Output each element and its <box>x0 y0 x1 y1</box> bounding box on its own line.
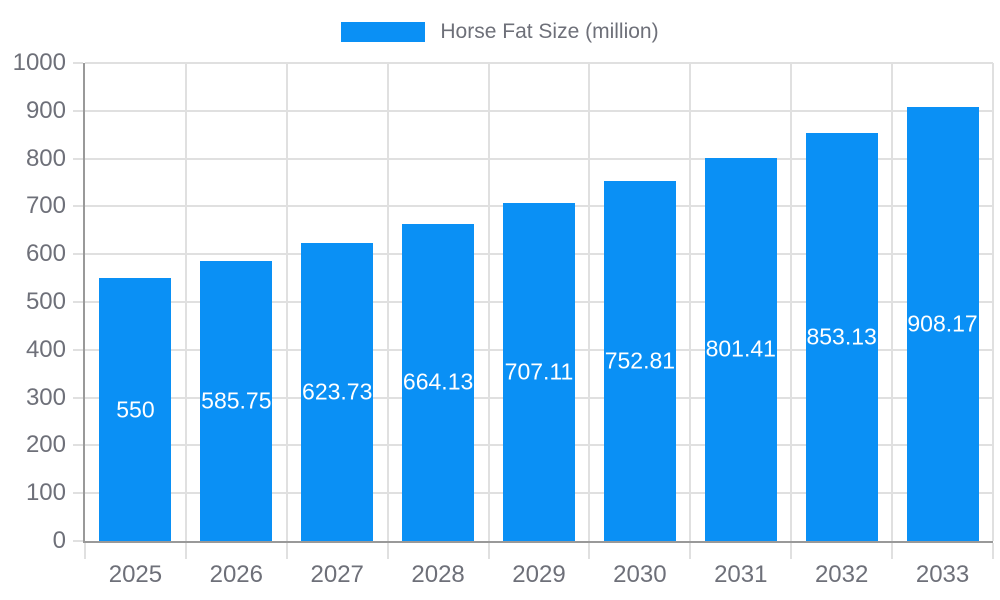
gridline-vertical <box>790 63 793 541</box>
y-axis-tick-mark <box>73 348 83 351</box>
bar-value-label: 623.73 <box>302 378 373 405</box>
x-axis-tick-label: 2030 <box>613 561 667 588</box>
x-axis-tick-mark <box>790 543 793 559</box>
y-axis-tick-mark <box>73 253 83 256</box>
y-axis-tick-mark <box>73 62 83 64</box>
x-axis-tick-mark <box>184 543 187 559</box>
x-axis-tick-mark <box>386 543 389 559</box>
bar[interactable]: 752.81 <box>603 181 676 541</box>
gridline-horizontal <box>85 157 993 160</box>
bar[interactable]: 550 <box>99 278 172 541</box>
y-axis-tick-label: 800 <box>25 144 66 172</box>
y-axis-tick-label: 100 <box>25 479 66 507</box>
x-axis-tick-mark <box>891 543 894 559</box>
bar[interactable]: 707.11 <box>503 203 575 541</box>
x-axis-tick-label: 2032 <box>814 561 869 588</box>
plot-area: 550 585.75 623.73 664.13 707.11 752.81 801.41 8… <box>83 62 994 543</box>
bar[interactable]: 585.75 <box>200 261 273 541</box>
bar[interactable]: 801.41 <box>704 157 777 541</box>
y-axis-tick-mark <box>73 301 83 303</box>
x-axis-tick-label: 2026 <box>209 561 263 588</box>
y-axis-tick-label: 200 <box>25 431 66 459</box>
x-axis-tick-label: 2033 <box>915 561 970 588</box>
bar-value-label: 908.17 <box>907 310 978 337</box>
gridline-vertical <box>689 63 692 541</box>
x-axis-tick-label: 2029 <box>512 561 566 588</box>
y-axis-tick-label: 400 <box>25 335 66 363</box>
y-axis-tick-label: 900 <box>25 96 66 124</box>
x-axis-tick-mark <box>689 543 692 559</box>
bar-value-label: 664.13 <box>402 368 474 395</box>
y-axis-tick-mark <box>73 540 83 542</box>
bar-value-label: 707.11 <box>504 358 574 385</box>
x-axis-tick-label: 2028 <box>411 561 465 588</box>
bar-value-label: 550 <box>116 396 155 423</box>
x-axis-tick-mark <box>84 543 86 559</box>
y-axis-tick-label: 600 <box>25 240 66 268</box>
bar-value-label: 853.13 <box>806 323 877 350</box>
y-axis-tick-label: 700 <box>25 192 66 220</box>
y-axis-tick-mark <box>73 492 83 495</box>
gridline-vertical <box>487 63 490 541</box>
x-axis-tick-mark <box>285 543 288 559</box>
gridline-vertical <box>992 63 994 541</box>
bar[interactable]: 908.17 <box>906 106 979 541</box>
legend-swatch <box>341 22 426 42</box>
legend-label: Horse Fat Size (million) <box>440 20 659 43</box>
y-axis-tick-mark <box>73 396 83 399</box>
y-axis-tick-mark <box>73 205 83 208</box>
bar[interactable]: 664.13 <box>402 223 475 541</box>
gridline-vertical <box>891 63 894 541</box>
x-axis-tick-mark <box>992 543 994 559</box>
bar-value-label: 752.81 <box>604 347 676 374</box>
gridline-vertical <box>386 63 389 541</box>
y-axis-tick-label: 500 <box>25 288 66 315</box>
x-axis-tick-label: 2027 <box>310 561 364 588</box>
bar[interactable]: 623.73 <box>301 242 374 541</box>
y-axis-tick-mark <box>73 109 83 112</box>
bar-value-label: 801.41 <box>705 335 776 362</box>
gridline-vertical <box>588 63 591 541</box>
y-axis-tick-label: 1000 <box>12 49 66 76</box>
gridline-horizontal <box>85 109 993 112</box>
x-axis-tick-mark <box>588 543 591 559</box>
y-axis-tick-label: 300 <box>25 383 66 411</box>
gridline-horizontal <box>85 62 993 64</box>
x-axis-tick-label: 2025 <box>108 561 163 588</box>
y-axis-tick-mark <box>73 157 83 160</box>
bar[interactable]: 853.13 <box>805 133 878 541</box>
y-axis-tick-mark <box>73 444 83 447</box>
gridline-vertical <box>285 63 288 541</box>
gridline-vertical <box>184 63 187 541</box>
bar-value-label: 585.75 <box>201 387 272 414</box>
x-axis-tick-mark <box>487 543 490 559</box>
y-axis-tick-label: 0 <box>52 527 66 554</box>
x-axis-tick-label: 2031 <box>714 561 768 588</box>
legend-item[interactable]: Horse Fat Size (million) <box>0 20 1000 44</box>
